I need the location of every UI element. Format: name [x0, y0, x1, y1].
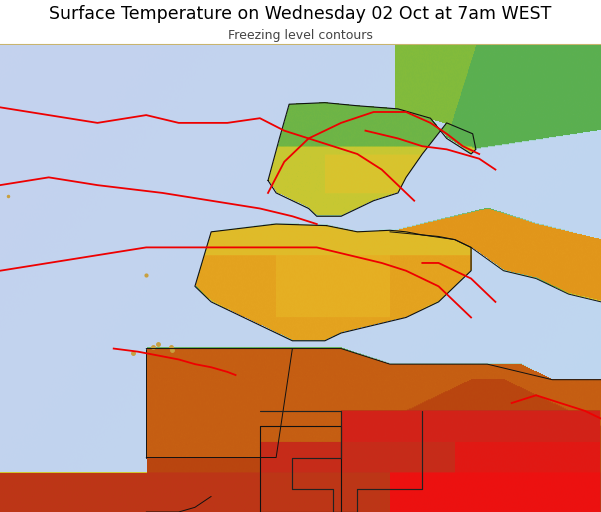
Text: Freezing level contours: Freezing level contours: [228, 29, 373, 41]
Text: Surface Temperature on Wednesday 02 Oct at 7am WEST: Surface Temperature on Wednesday 02 Oct …: [49, 6, 552, 24]
